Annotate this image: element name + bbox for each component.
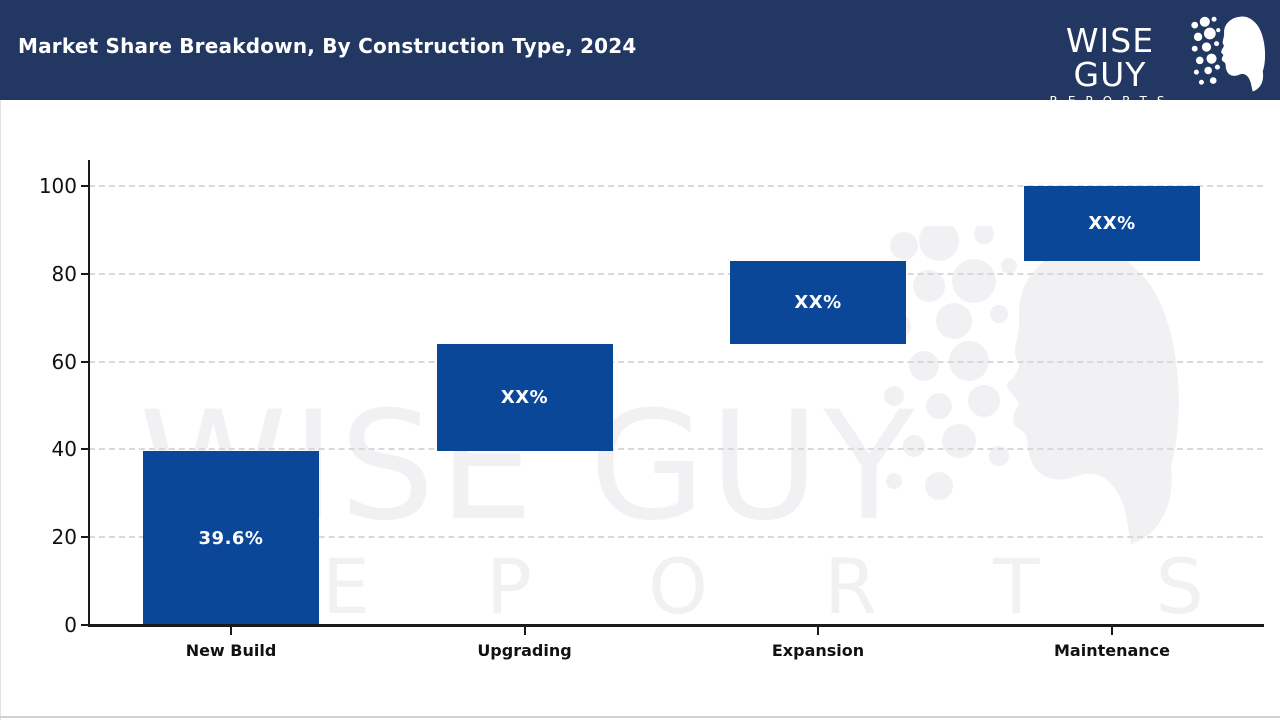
logo-wordmark: WISE GUY REPORTS [1026,21,1194,109]
y-tick-label-80: 80 [51,261,77,286]
bar-upgrading: XX% [436,344,613,452]
watermark-head-icon [884,226,1179,544]
y-tick-mark-80 [81,272,89,275]
x-tick-mark-1 [523,627,526,635]
bar-maintenance: XX% [1024,186,1200,261]
y-tick-label-40: 40 [51,437,77,462]
bar-new-build: 39.6% [143,451,319,625]
gridline-20 [89,536,1263,539]
x-axis-spine [88,624,1264,627]
header-bar: Market Share Breakdown, By Construction … [0,0,1280,108]
bar-value-label: 39.6% [198,527,264,549]
x-tick-mark-3 [1111,627,1113,635]
chart-canvas: WISE GUY R E P O R T S 0 20 40 60 80 100 39.6%… [0,100,1280,720]
chart-title: Market Share Breakdown, By Construction … [18,34,637,58]
y-axis-spine [88,160,90,627]
y-tick-mark-40 [81,448,89,451]
y-tick-label-60: 60 [51,349,77,374]
y-tick-label-100: 100 [38,174,77,198]
x-category-label-2: Expansion [771,641,865,660]
gridline-100 [89,185,1263,187]
x-tick-mark-0 [230,627,232,635]
logo-line1: WISE GUY [1065,21,1155,94]
gridline-60 [89,360,1263,363]
x-tick-mark-2 [817,627,819,635]
y-tick-mark-60 [81,360,89,363]
y-tick-mark-0 [81,624,89,626]
bottom-divider [0,716,1280,718]
bar-value-label: XX% [1088,212,1136,234]
wise-guy-logo: WISE GUY REPORTS [1026,8,1266,108]
x-category-label-1: Upgrading [477,641,572,660]
logo-head-icon [1191,16,1266,92]
bar-value-label: XX% [500,387,549,409]
x-category-label-0: New Build [185,641,277,660]
gridline-40 [89,448,1263,451]
y-tick-label-0: 0 [64,613,77,637]
x-category-label-3: Maintenance [1053,641,1170,660]
y-tick-mark-20 [81,536,89,539]
logo-line2: REPORTS [1049,94,1175,108]
watermark-text-2: R E P O R T S [153,542,1250,631]
bar-expansion: XX% [730,260,906,345]
y-tick-mark-100 [81,185,89,187]
gridline-80 [89,272,1263,275]
bar-value-label: XX% [794,291,842,313]
y-tick-label-20: 20 [51,525,77,550]
